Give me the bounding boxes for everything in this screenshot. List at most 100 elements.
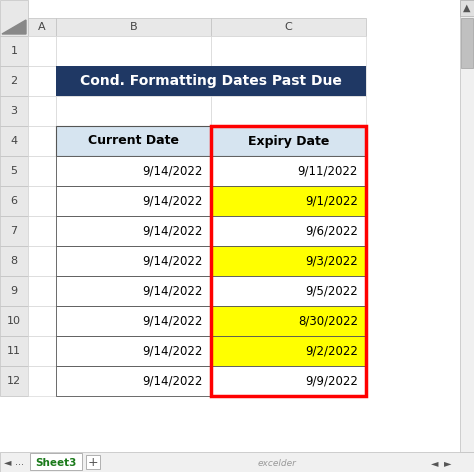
- Bar: [56, 96, 211, 126]
- Text: 5: 5: [10, 166, 18, 176]
- Bar: [0, 96, 28, 126]
- Bar: [211, 216, 366, 246]
- Text: 9/5/2022: 9/5/2022: [305, 285, 358, 297]
- Bar: [56, 216, 211, 246]
- Bar: [28, 216, 56, 246]
- Bar: [28, 96, 56, 126]
- Bar: [0, 452, 474, 472]
- Bar: [56, 336, 211, 366]
- Text: 1: 1: [10, 46, 18, 56]
- Text: 9/14/2022: 9/14/2022: [143, 314, 203, 328]
- Text: A: A: [38, 22, 46, 32]
- Bar: [0, 0, 28, 36]
- Text: 9/14/2022: 9/14/2022: [143, 225, 203, 237]
- Bar: [211, 186, 366, 216]
- Text: ...: ...: [16, 457, 25, 467]
- Bar: [56, 66, 366, 96]
- Text: Expiry Date: Expiry Date: [248, 135, 329, 147]
- Bar: [0, 156, 28, 186]
- Bar: [211, 186, 366, 216]
- Bar: [56, 186, 211, 216]
- Bar: [211, 276, 366, 306]
- Bar: [28, 126, 56, 156]
- Bar: [28, 366, 56, 396]
- Text: 7: 7: [10, 226, 18, 236]
- Bar: [211, 66, 366, 96]
- Text: 9: 9: [10, 286, 18, 296]
- Bar: [28, 156, 56, 186]
- Bar: [211, 336, 366, 366]
- Bar: [211, 306, 366, 336]
- Bar: [56, 246, 211, 276]
- Bar: [211, 306, 366, 336]
- Polygon shape: [2, 20, 26, 34]
- Bar: [211, 246, 366, 276]
- Text: C: C: [284, 22, 292, 32]
- Bar: [28, 186, 56, 216]
- Text: Current Date: Current Date: [88, 135, 179, 147]
- Bar: [0, 366, 28, 396]
- Text: 9/14/2022: 9/14/2022: [143, 374, 203, 388]
- Bar: [211, 36, 366, 66]
- Bar: [211, 126, 366, 396]
- Text: 9/2/2022: 9/2/2022: [305, 345, 358, 357]
- Bar: [56, 126, 211, 156]
- Bar: [211, 156, 366, 186]
- Bar: [28, 36, 56, 66]
- Text: ►: ►: [444, 458, 452, 468]
- Bar: [211, 96, 366, 126]
- Bar: [0, 306, 28, 336]
- Bar: [211, 366, 366, 396]
- Bar: [211, 276, 366, 306]
- Bar: [56, 306, 211, 336]
- Bar: [30, 453, 82, 470]
- Text: 9/1/2022: 9/1/2022: [305, 194, 358, 208]
- Bar: [211, 336, 366, 366]
- Text: 9/14/2022: 9/14/2022: [143, 285, 203, 297]
- Bar: [28, 18, 56, 36]
- Bar: [460, 0, 474, 16]
- Text: 8/30/2022: 8/30/2022: [298, 314, 358, 328]
- Text: 9/11/2022: 9/11/2022: [298, 165, 358, 177]
- Bar: [56, 246, 211, 276]
- Text: 9/3/2022: 9/3/2022: [305, 254, 358, 268]
- Text: excelder: excelder: [257, 458, 296, 467]
- Bar: [211, 18, 366, 36]
- Bar: [56, 366, 211, 396]
- Text: ▲: ▲: [463, 3, 471, 13]
- Text: 3: 3: [10, 106, 18, 116]
- Text: 10: 10: [7, 316, 21, 326]
- Bar: [56, 126, 211, 156]
- Bar: [0, 126, 28, 156]
- Bar: [211, 126, 366, 156]
- Bar: [211, 246, 366, 276]
- Text: 9/14/2022: 9/14/2022: [143, 345, 203, 357]
- Bar: [56, 18, 211, 36]
- Text: 9/14/2022: 9/14/2022: [143, 165, 203, 177]
- Text: 9/14/2022: 9/14/2022: [143, 254, 203, 268]
- Text: 9/6/2022: 9/6/2022: [305, 225, 358, 237]
- Bar: [0, 276, 28, 306]
- Text: 12: 12: [7, 376, 21, 386]
- Bar: [56, 276, 211, 306]
- Text: 2: 2: [10, 76, 18, 86]
- Bar: [28, 66, 56, 96]
- Bar: [0, 186, 28, 216]
- Bar: [0, 246, 28, 276]
- Text: B: B: [130, 22, 137, 32]
- Text: 8: 8: [10, 256, 18, 266]
- Text: 6: 6: [10, 196, 18, 206]
- Text: Sheet3: Sheet3: [35, 458, 77, 468]
- Bar: [56, 156, 211, 186]
- Bar: [0, 36, 28, 66]
- Bar: [0, 336, 28, 366]
- Text: Cond. Formatting Dates Past Due: Cond. Formatting Dates Past Due: [80, 74, 342, 88]
- Text: ◄: ◄: [4, 457, 12, 467]
- Bar: [56, 366, 211, 396]
- Bar: [211, 366, 366, 396]
- Text: 11: 11: [7, 346, 21, 356]
- Bar: [211, 216, 366, 246]
- Bar: [28, 246, 56, 276]
- Bar: [56, 66, 211, 96]
- Bar: [28, 336, 56, 366]
